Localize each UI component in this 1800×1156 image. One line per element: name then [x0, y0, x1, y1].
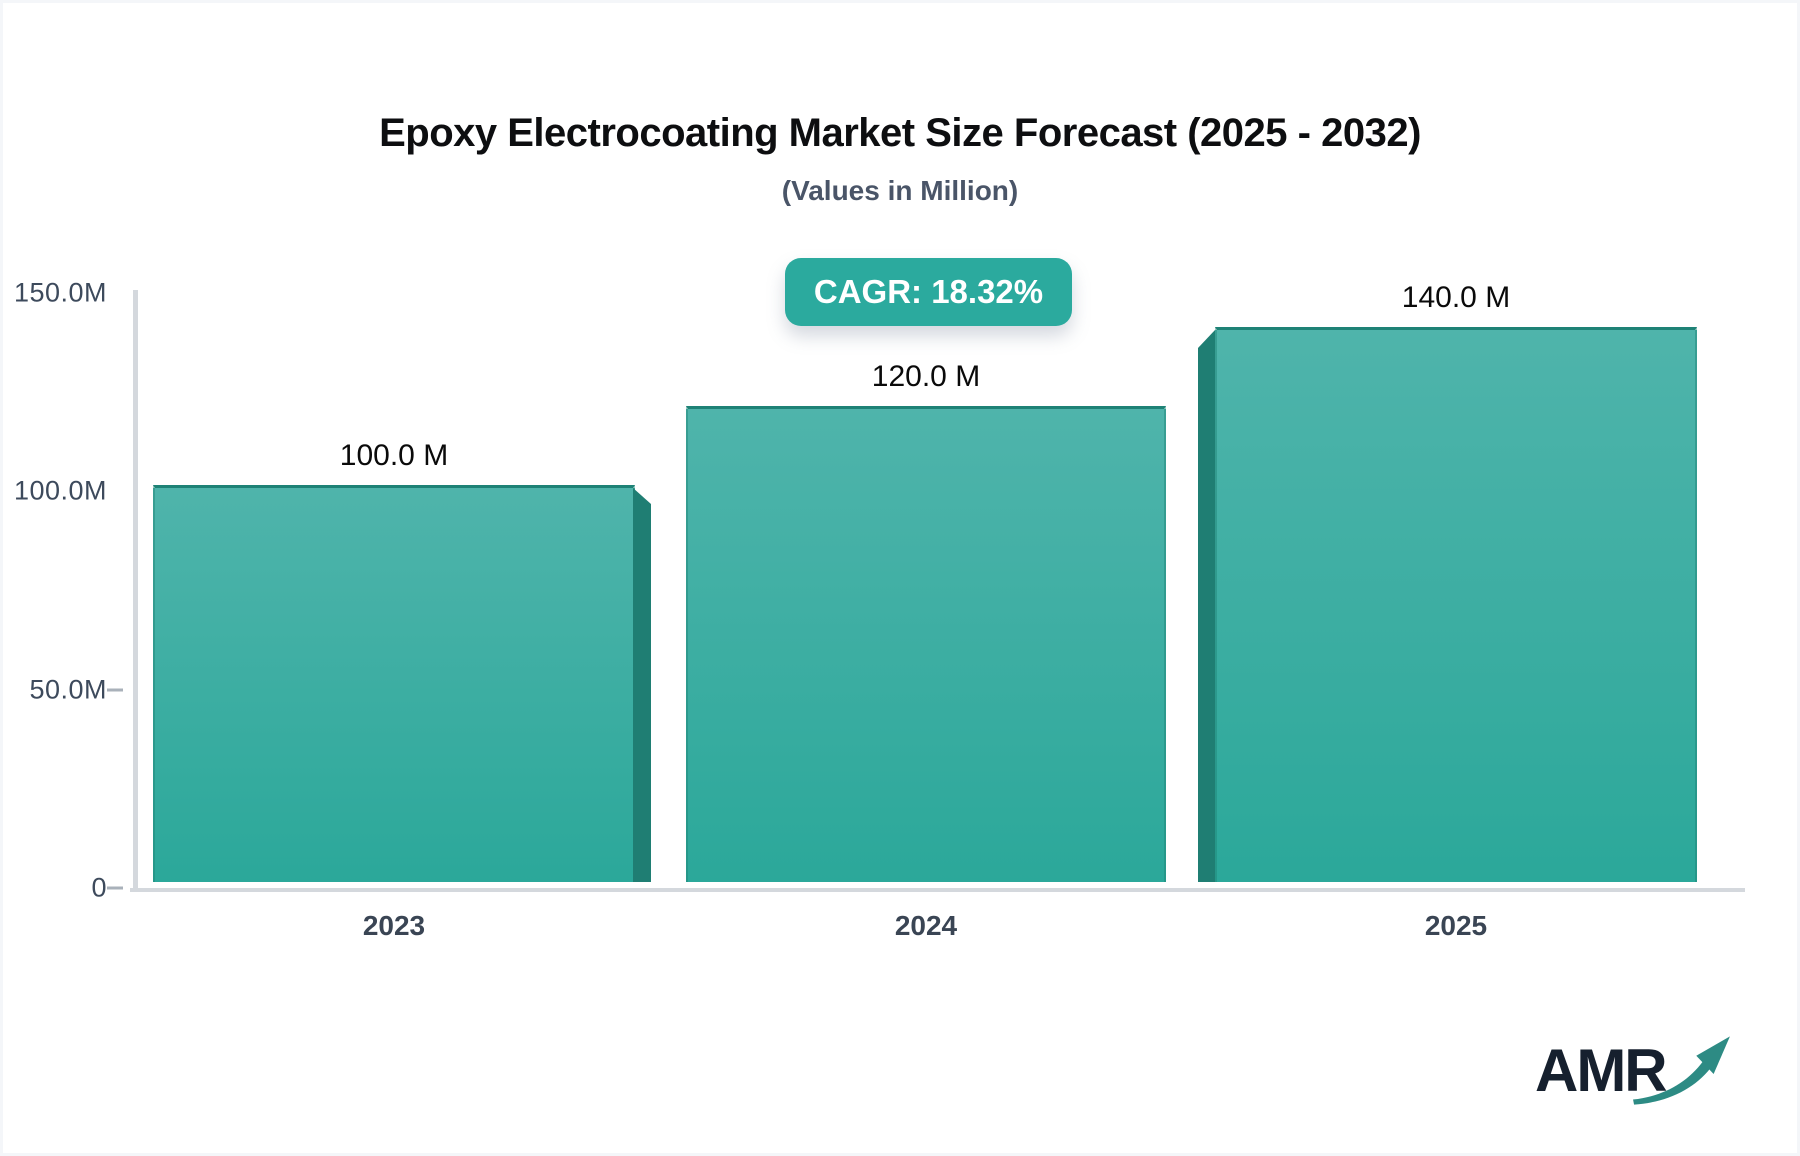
y-tick-mark [107, 886, 123, 890]
bar-3d-side [633, 488, 651, 882]
chart-title: Epoxy Electrocoating Market Size Forecas… [379, 111, 1421, 155]
y-tick-label: 150.0M [13, 277, 107, 308]
y-axis-line [133, 290, 138, 888]
y-tick-label: 100.0M [13, 475, 107, 506]
bar-value-label: 120.0 M [871, 360, 981, 393]
bar-group-2024: 120.0 M [686, 360, 1166, 882]
x-axis-label-2023: 2023 [362, 910, 426, 941]
x-axis-label-2025: 2025 [1424, 910, 1488, 941]
bar-2024[interactable] [686, 406, 1166, 882]
y-tick-mark [107, 688, 123, 692]
bar-2025[interactable] [1198, 327, 1697, 882]
x-axis-label-2024: 2024 [894, 910, 958, 941]
bar-value-label: 100.0 M [339, 439, 449, 472]
bar-value-label: 140.0 M [1401, 281, 1511, 314]
amr-logo: AMR [1535, 1033, 1735, 1123]
x-axis-line [130, 888, 1745, 892]
y-tick-label: 50.0M [29, 674, 107, 705]
bar-2023[interactable] [153, 485, 651, 882]
growth-arrow-icon [1633, 1036, 1730, 1105]
cagr-badge: CAGR: 18.32% [785, 258, 1072, 326]
bar-3d-side [1198, 330, 1215, 882]
bar-group-2025: 140.0 M [1198, 281, 1697, 882]
bar-group-2023: 100.0 M [153, 439, 651, 882]
chart-subtitle: (Values in Million) [781, 175, 1019, 206]
amr-logo-text: AMR [1535, 1037, 1668, 1104]
y-tick-label: 0 [91, 872, 107, 903]
